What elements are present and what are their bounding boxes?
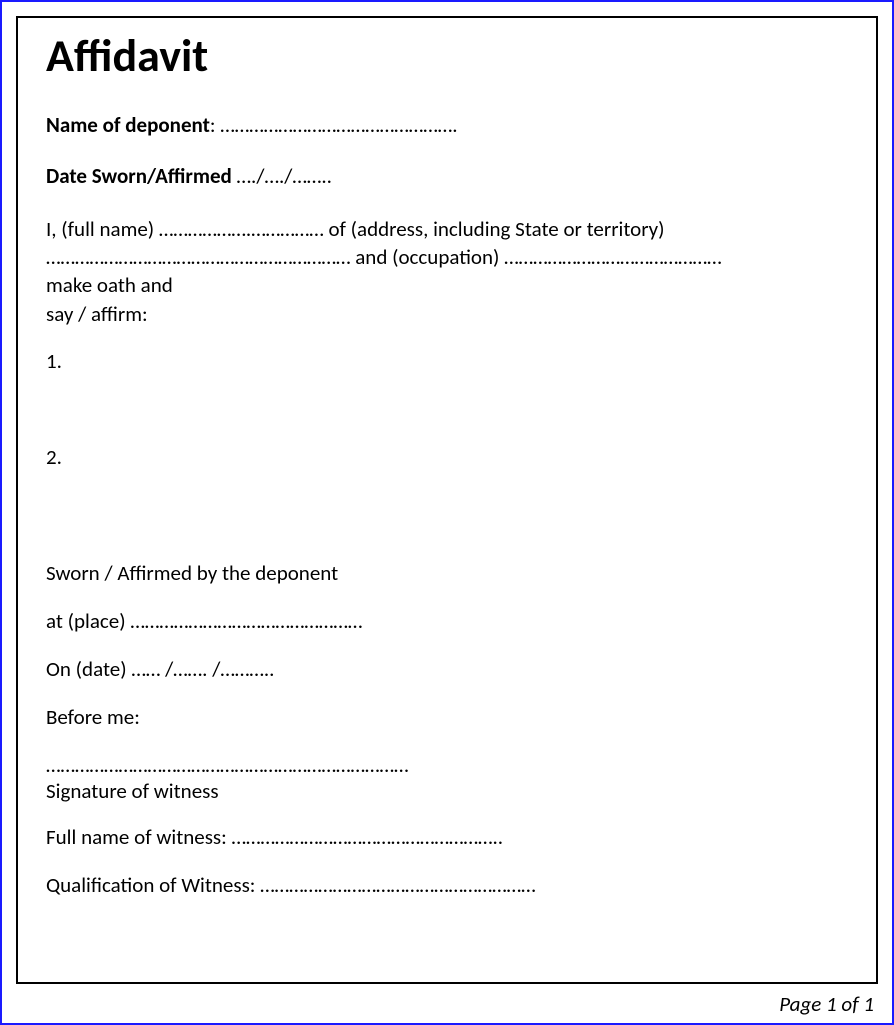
document-title: Affidavit <box>46 28 848 84</box>
page-number: Page 1 of 1 <box>779 991 874 1017</box>
item-1: 1. <box>46 348 848 374</box>
declaration-part3: say / affirm: <box>46 300 848 328</box>
date-sworn-line: Date Sworn/Affirmed …./…./…….. <box>46 163 848 190</box>
item-2: 2. <box>46 444 848 470</box>
before-me-line: Before me: <box>46 704 848 730</box>
sworn-by-line: Sworn / Affirmed by the deponent <box>46 560 848 586</box>
inner-frame: Affidavit Name of deponent: ………………………………… <box>16 16 878 984</box>
deponent-name-line: Name of deponent: …………………………………………. <box>46 112 848 139</box>
outer-frame: Affidavit Name of deponent: ………………………………… <box>0 0 894 1025</box>
signature-dotted-line: ………………………………………………………………… <box>46 752 848 778</box>
declaration-block: I, (full name) ……………….…………… of (address,… <box>46 215 848 328</box>
qualification-witness-line: Qualification of Witness: ……………………………………… <box>46 872 848 898</box>
full-name-witness-line: Full name of witness: ………………………………………………… <box>46 824 848 850</box>
deponent-blank: …………………………………………. <box>220 112 457 138</box>
deponent-colon: : <box>210 112 220 138</box>
on-date-line: On (date) …… /……. /……….. <box>46 656 848 682</box>
date-sworn-blank: …./…./…….. <box>232 163 332 189</box>
deponent-label: Name of deponent <box>46 112 210 138</box>
declaration-part1: I, (full name) ……………….…………… of (address,… <box>46 215 848 272</box>
date-sworn-label: Date Sworn/Affirmed <box>46 163 232 189</box>
signature-block: ………………………………………………………………… Signature of w… <box>46 752 848 805</box>
declaration-part2: make oath and <box>46 271 848 299</box>
signature-label: Signature of witness <box>46 778 848 804</box>
at-place-line: at (place) ………………………………………… <box>46 608 848 634</box>
